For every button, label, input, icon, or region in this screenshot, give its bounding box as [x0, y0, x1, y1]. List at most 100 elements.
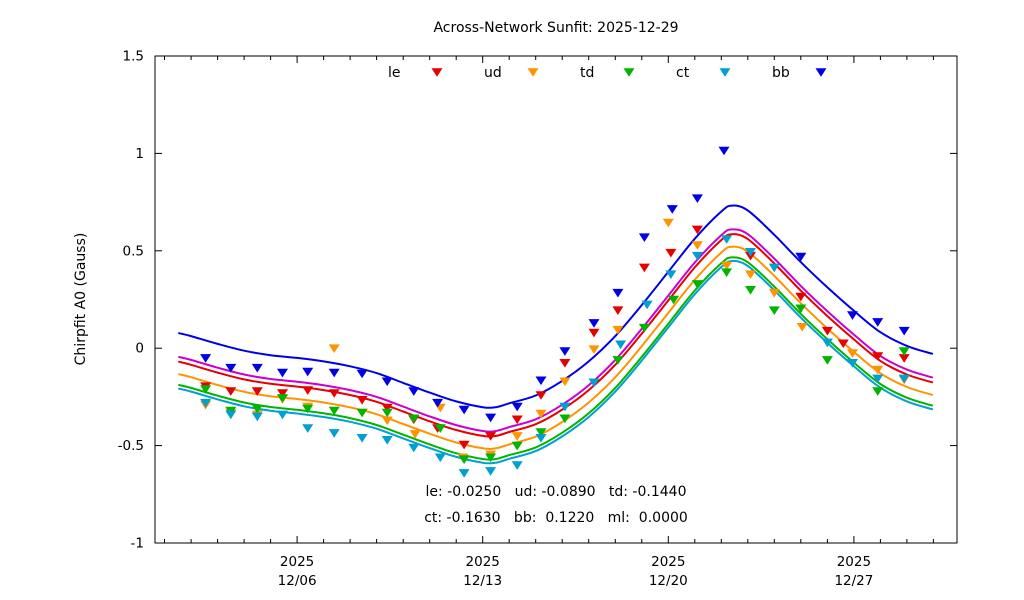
scatter-point-td	[485, 453, 497, 463]
scatter-point-le	[251, 387, 263, 396]
scatter-point-bb	[847, 311, 858, 320]
scatter-point-bb	[432, 398, 444, 408]
scatter-point-bb	[535, 376, 547, 386]
scatter-point-ud	[691, 241, 703, 250]
scatter-point-ud	[768, 288, 780, 298]
scatter-point-ct	[847, 359, 858, 368]
scatter-point-ct	[511, 461, 523, 470]
legend-label-bb: bb	[772, 65, 790, 81]
scatter-point-td	[434, 424, 446, 433]
scatter-point-ct	[588, 378, 600, 388]
scatter-point-ct	[691, 251, 703, 261]
scatter-point-ud	[872, 365, 884, 375]
scatter-point-td	[535, 428, 547, 437]
scatter-point-le	[511, 415, 523, 425]
scatter-point-td	[638, 323, 650, 333]
curve-td	[178, 256, 934, 461]
scatter-point-ud	[588, 345, 600, 354]
scatter-point-le	[795, 292, 807, 302]
scatter-point-bb	[251, 363, 263, 373]
scatter-point-bb	[612, 288, 624, 298]
scatter-point-ct	[277, 410, 288, 420]
scatter-point-ct	[434, 453, 446, 463]
scatter-point-le	[356, 396, 368, 405]
scatter-point-le	[821, 326, 833, 336]
scatter-point-ct	[251, 412, 263, 422]
scatter-point-ct	[872, 374, 884, 384]
legend-label-le: le	[388, 65, 401, 81]
legend-marker-bb	[815, 68, 827, 77]
scatter-point-ud	[847, 349, 858, 358]
scatter-point-bb	[898, 326, 910, 336]
scatter-point-ct	[225, 410, 237, 420]
curve-bb	[178, 204, 934, 409]
scatter-point-le	[535, 391, 547, 400]
y-tick-label: 1	[135, 146, 144, 162]
curve-ml	[178, 228, 934, 433]
scatter-point-ud	[721, 261, 733, 271]
x-tick-label-year: 2025	[280, 554, 314, 570]
scatter-point-ct	[328, 429, 340, 438]
scatter-point-ct	[559, 402, 571, 412]
scatter-point-bb	[328, 368, 340, 378]
scatter-point-le	[302, 386, 314, 395]
legend-label-ct: ct	[676, 65, 690, 81]
scatter-point-le	[898, 354, 910, 363]
y-tick-label: 1.5	[123, 49, 144, 65]
legend-label-td: td	[580, 65, 594, 81]
scatter-point-td	[200, 385, 212, 394]
scatter-point-ud	[328, 344, 340, 353]
legend-marker-le	[431, 68, 443, 77]
scatter-point-td	[821, 356, 833, 365]
scatter-point-td	[511, 441, 523, 451]
scatter-point-le	[225, 387, 237, 396]
legend-marker-ud	[527, 68, 539, 77]
scatter-point-le	[638, 263, 650, 273]
scatter-point-td	[795, 304, 807, 314]
scatter-point-bb	[200, 354, 212, 363]
x-tick-label-date: 12/06	[278, 573, 317, 589]
scatter-point-bb	[485, 413, 497, 423]
scatter-point-le	[458, 440, 470, 450]
y-tick-label: -1	[131, 536, 144, 552]
scatter-point-ct	[721, 235, 733, 244]
scatter-point-ct	[381, 436, 393, 445]
fit-stats-line2: ct: -0.1630 bb: 0.1220 ml: 0.0000	[424, 510, 688, 526]
scatter-point-le	[872, 352, 884, 361]
x-tick-label-year: 2025	[837, 554, 871, 570]
scatter-point-td	[612, 356, 624, 365]
scatter-point-bb	[381, 377, 393, 387]
scatter-point-ud	[511, 432, 523, 441]
scatter-point-le	[665, 248, 677, 258]
scatter-point-ud	[559, 377, 571, 387]
scatter-point-le	[277, 389, 288, 398]
scatter-point-ct	[768, 263, 780, 273]
scatter-point-bb	[302, 367, 314, 377]
curve-le	[178, 233, 934, 438]
scatter-point-ud	[662, 218, 674, 228]
scatter-point-td	[745, 286, 756, 295]
scatter-point-td	[328, 406, 340, 416]
scatter-point-bb	[666, 205, 678, 214]
scatter-point-bb	[638, 233, 650, 242]
x-tick-label-year: 2025	[651, 554, 685, 570]
legend-label-ud: ud	[484, 65, 502, 81]
scatter-point-bb	[458, 405, 470, 415]
scatter-point-bb	[559, 347, 571, 356]
scatter-point-le	[559, 359, 571, 368]
scatter-point-ct	[641, 300, 653, 310]
scatter-point-td	[458, 455, 470, 464]
scatter-point-td	[408, 414, 420, 424]
scatter-point-le	[381, 403, 393, 413]
scatter-point-bb	[408, 387, 420, 396]
curve-ct	[178, 260, 934, 465]
scatter-point-ud	[381, 416, 393, 426]
scatter-point-bb	[277, 368, 288, 378]
plot-frame	[154, 55, 958, 544]
scatter-point-le	[485, 432, 497, 441]
scatter-point-ct	[745, 248, 756, 257]
scatter-point-ct	[356, 434, 368, 443]
scatter-point-bb	[691, 194, 703, 203]
